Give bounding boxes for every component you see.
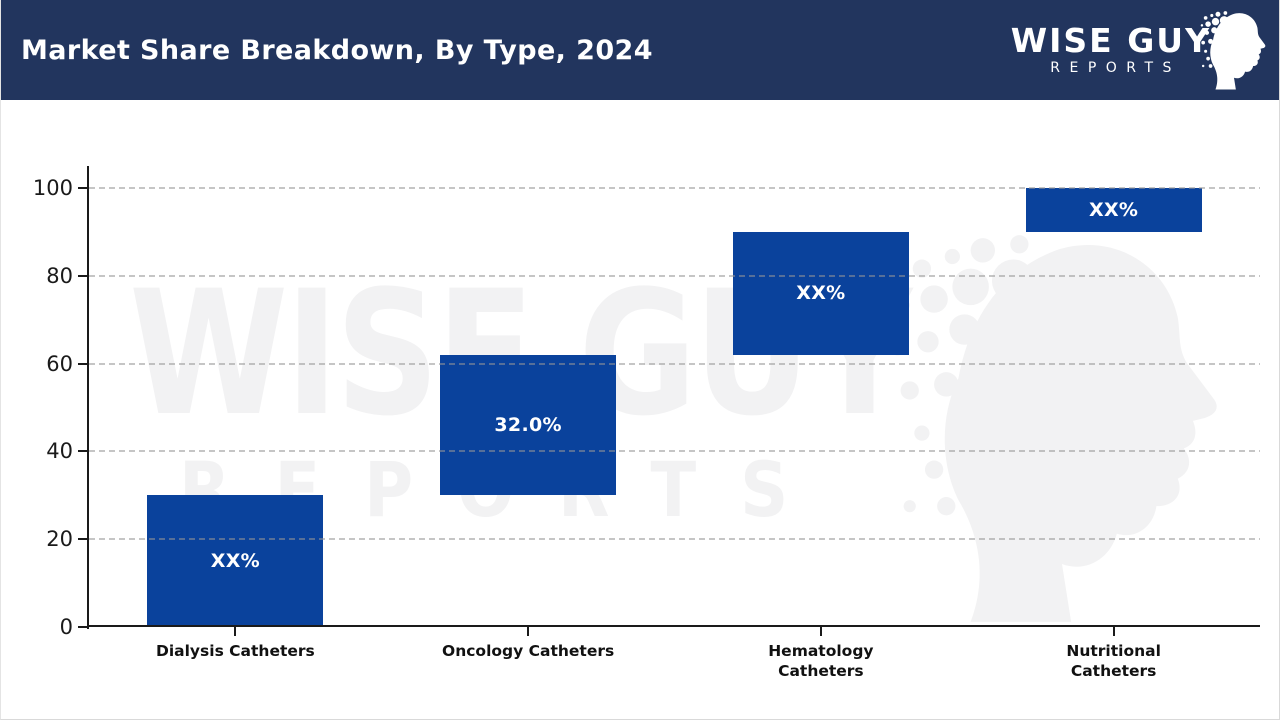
x-tick-mark-0: [234, 627, 237, 636]
brand-logo-text: WISE GUY REPORTS: [1010, 21, 1211, 77]
y-tick-label-80: 80: [46, 263, 73, 288]
y-tick-mark-0: [78, 626, 87, 628]
brand-subname: REPORTS: [1050, 60, 1181, 76]
x-axis-line: [87, 625, 1260, 627]
gridline-40: [89, 450, 1260, 453]
y-tick-mark-40: [78, 450, 87, 453]
bar-value-label: XX%: [210, 550, 260, 573]
bar-hematology-catheters: XX%: [732, 231, 909, 355]
y-tick-mark-60: [78, 362, 87, 365]
page-title: Market Share Breakdown, By Type, 2024: [21, 34, 653, 66]
y-tick-label-40: 40: [46, 439, 73, 464]
plot-area: 0 20 40 60 80 100 XX% Dialysis Catheters 32.0% On…: [33, 166, 1260, 680]
x-tick-mark-2: [819, 627, 822, 636]
bar-oncology-catheters: 32.0%: [440, 354, 617, 496]
gridline-60: [89, 362, 1260, 365]
x-tick-mark-1: [527, 627, 530, 636]
y-tick-label-20: 20: [46, 527, 73, 552]
y-axis-line: [87, 166, 89, 629]
bar-value-label: XX%: [796, 282, 846, 305]
gridline-80: [89, 274, 1260, 277]
x-axis-label-1: Oncology Catheters: [442, 642, 615, 660]
y-tick-mark-80: [78, 274, 87, 277]
y-tick-label-100: 100: [32, 176, 73, 200]
gridline-100: [89, 187, 1260, 189]
x-tick-mark-3: [1112, 627, 1115, 636]
brand-logo: WISE GUY REPORTS: [1011, 0, 1271, 100]
y-tick-mark-100: [78, 187, 87, 189]
bar-dialysis-catheters: XX%: [147, 495, 324, 627]
y-tick-label-60: 60: [46, 351, 73, 376]
x-axis-label-2: Hematology Catheters: [768, 642, 874, 681]
x-axis-label-0: Dialysis Catheters: [155, 642, 315, 660]
bar-value-label: XX%: [1089, 198, 1139, 221]
y-tick-label-0: 0: [59, 615, 73, 639]
bar-value-label: 32.0%: [494, 414, 562, 437]
y-tick-mark-20: [78, 538, 87, 541]
header-bar: Market Share Breakdown, By Type, 2024 WI…: [1, 0, 1279, 100]
brand-name: WISE GUY: [1010, 21, 1211, 60]
bar-nutritional-catheters: XX%: [1025, 188, 1202, 232]
gridline-20: [89, 538, 1260, 541]
x-axis-label-3: Nutritional Catheters: [1066, 642, 1161, 681]
